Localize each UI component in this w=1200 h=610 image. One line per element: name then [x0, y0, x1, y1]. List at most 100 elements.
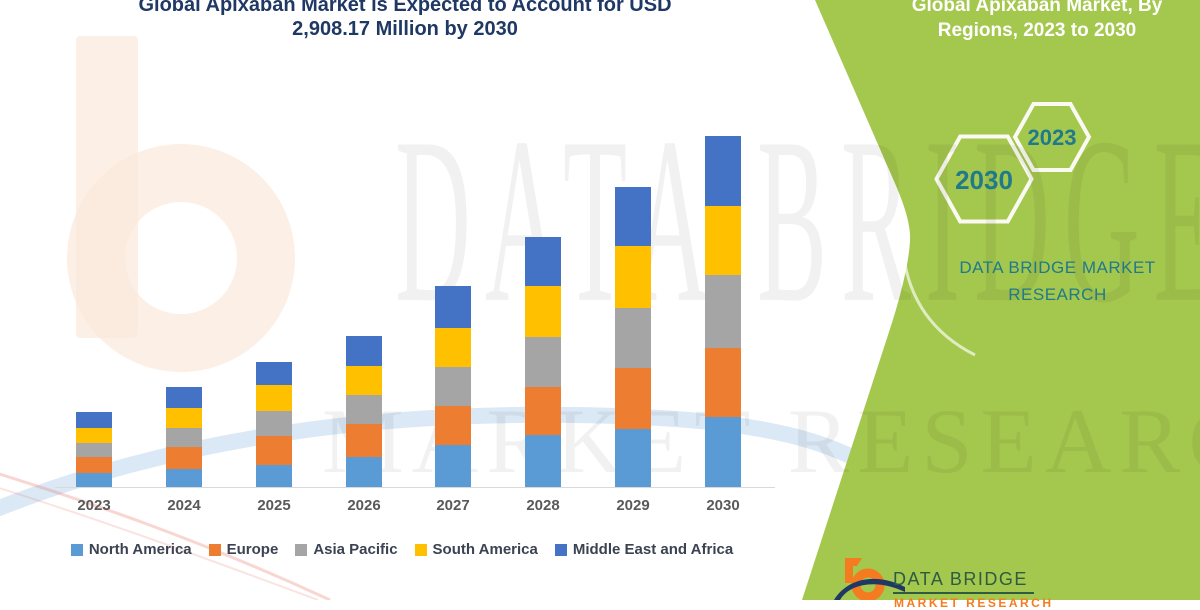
x-axis-label-2027: 2027: [436, 497, 470, 514]
bar-segment-2023-asia-pacific: [76, 443, 112, 457]
bar-2026: [346, 336, 382, 488]
bar-segment-2025-middle-east-and-africa: [256, 361, 292, 385]
bar-segment-2030-north-america: [705, 417, 741, 488]
legend-item-europe: Europe: [208, 541, 279, 558]
hexagon-2030: [934, 134, 1034, 224]
x-axis-label-2024: 2024: [167, 497, 201, 514]
bar-segment-2026-asia-pacific: [346, 395, 382, 424]
legend-label-north-america: North America: [88, 541, 192, 558]
bar-2029: [615, 186, 651, 488]
bar-segment-2028-north-america: [525, 435, 561, 488]
bar-segment-2024-europe: [166, 447, 202, 469]
bar-segment-2028-asia-pacific: [525, 336, 561, 387]
bar-segment-2025-europe: [256, 436, 292, 465]
x-axis-label-2029: 2029: [616, 497, 650, 514]
bar-segment-2023-north-america: [76, 473, 112, 488]
bar-segment-2030-middle-east-and-africa: [705, 136, 741, 206]
bar-segment-2027-north-america: [435, 445, 471, 488]
legend-marker-middle-east-and-africa: [554, 543, 567, 556]
footer-logo-underline: [893, 592, 1034, 594]
bar-2023: [76, 412, 112, 488]
bar-2028: [525, 236, 561, 488]
side-panel-heading-line2: Regions, 2023 to 2030: [937, 20, 1137, 41]
pale-logo-bowl: [67, 144, 295, 372]
bar-segment-2030-europe: [705, 348, 741, 417]
x-axis-label-2028: 2028: [526, 497, 560, 514]
bar-segment-2027-asia-pacific: [435, 367, 471, 406]
legend-marker-europe: [208, 543, 221, 556]
footer-logo-b-stem: [845, 558, 862, 583]
bar-segment-2027-south-america: [435, 328, 471, 367]
bar-segment-2024-asia-pacific: [166, 428, 202, 447]
side-panel-brand: DATA BRIDGE MARKET RESEARCH: [915, 254, 1200, 308]
page-title: Global Apixaban Market is Expected to Ac…: [92, 0, 718, 41]
side-panel-heading: Global Apixaban Market, By Regions, 2023…: [882, 0, 1192, 43]
bar-segment-2027-europe: [435, 406, 471, 445]
chart-legend: North America Europe Asia Pacific South Ame…: [28, 541, 776, 558]
bar-segment-2029-europe: [615, 367, 651, 429]
legend-label-middle-east-and-africa: Middle East and Africa: [572, 541, 734, 558]
bar-2027: [435, 286, 471, 488]
bar-segment-2029-asia-pacific: [615, 307, 651, 368]
hexagon-2023: [1012, 102, 1092, 172]
footer-logo-name: DATA BRIDGE: [893, 569, 1028, 589]
side-panel-brand-line2: RESEARCH: [1008, 285, 1107, 304]
bar-segment-2028-middle-east-and-africa: [525, 236, 561, 286]
bar-segment-2029-south-america: [615, 245, 651, 308]
legend-label-asia-pacific: Asia Pacific: [313, 541, 398, 558]
bar-segment-2029-north-america: [615, 428, 651, 488]
x-axis-label-2026: 2026: [347, 497, 381, 514]
bar-segment-2023-middle-east-and-africa: [76, 412, 112, 428]
bar-segment-2026-europe: [346, 424, 382, 457]
bar-segment-2030-south-america: [705, 206, 741, 275]
bar-segment-2025-south-america: [256, 384, 292, 411]
bar-segment-2027-middle-east-and-africa: [435, 286, 471, 328]
x-axis-label-2023: 2023: [77, 497, 111, 514]
hexagon-label-2030: 2030: [955, 165, 1013, 195]
x-axis-label-2030: 2030: [706, 497, 740, 514]
x-axis-line: [55, 487, 775, 488]
bar-segment-2026-middle-east-and-africa: [346, 336, 382, 366]
side-panel-shape: [802, 0, 1200, 600]
bar-segment-2024-south-america: [166, 408, 202, 428]
bar-segment-2025-north-america: [256, 465, 292, 488]
bar-2024: [166, 386, 202, 488]
page-title-line2: 2,908.17 Million by 2030: [292, 18, 518, 40]
side-panel-brand-line1: DATA BRIDGE MARKET: [959, 258, 1156, 277]
legend-item-asia-pacific: Asia Pacific: [295, 541, 398, 558]
bar-segment-2025-asia-pacific: [256, 410, 292, 436]
page-title-line1: Global Apixaban Market is Expected to Ac…: [138, 0, 672, 16]
decor-circle-arc: [900, 239, 976, 357]
bar-segment-2029-middle-east-and-africa: [615, 186, 651, 246]
x-axis-label-2025: 2025: [257, 497, 291, 514]
legend-marker-south-america: [414, 543, 427, 556]
footer-logo-subtitle: MARKET RESEARCH: [894, 596, 1054, 610]
side-panel-heading-line1: Global Apixaban Market, By: [911, 0, 1163, 16]
bar-segment-2023-south-america: [76, 428, 112, 443]
bar-segment-2024-north-america: [166, 469, 202, 488]
legend-marker-asia-pacific: [295, 543, 308, 556]
bar-segment-2028-europe: [525, 386, 561, 435]
pale-swoosh-red-2: [0, 487, 319, 600]
bar-segment-2028-south-america: [525, 285, 561, 337]
legend-item-north-america: North America: [70, 541, 192, 558]
legend-label-europe: Europe: [226, 541, 279, 558]
bar-2025: [256, 361, 292, 488]
bar-segment-2024-middle-east-and-africa: [166, 386, 202, 408]
legend-item-south-america: South America: [414, 541, 538, 558]
footer-logo-icon: [834, 558, 905, 600]
legend-marker-north-america: [70, 543, 83, 556]
legend-label-south-america: South America: [432, 541, 538, 558]
footer-logo-swoosh: [834, 578, 905, 600]
pale-swoosh-red: [0, 472, 331, 600]
legend-item-middle-east-and-africa: Middle East and Africa: [554, 541, 734, 558]
hexagon-label-2023: 2023: [1027, 125, 1077, 150]
bar-segment-2026-south-america: [346, 366, 382, 395]
bar-2030: [705, 136, 741, 488]
bar-segment-2030-asia-pacific: [705, 275, 741, 348]
bar-segment-2023-europe: [76, 457, 112, 473]
